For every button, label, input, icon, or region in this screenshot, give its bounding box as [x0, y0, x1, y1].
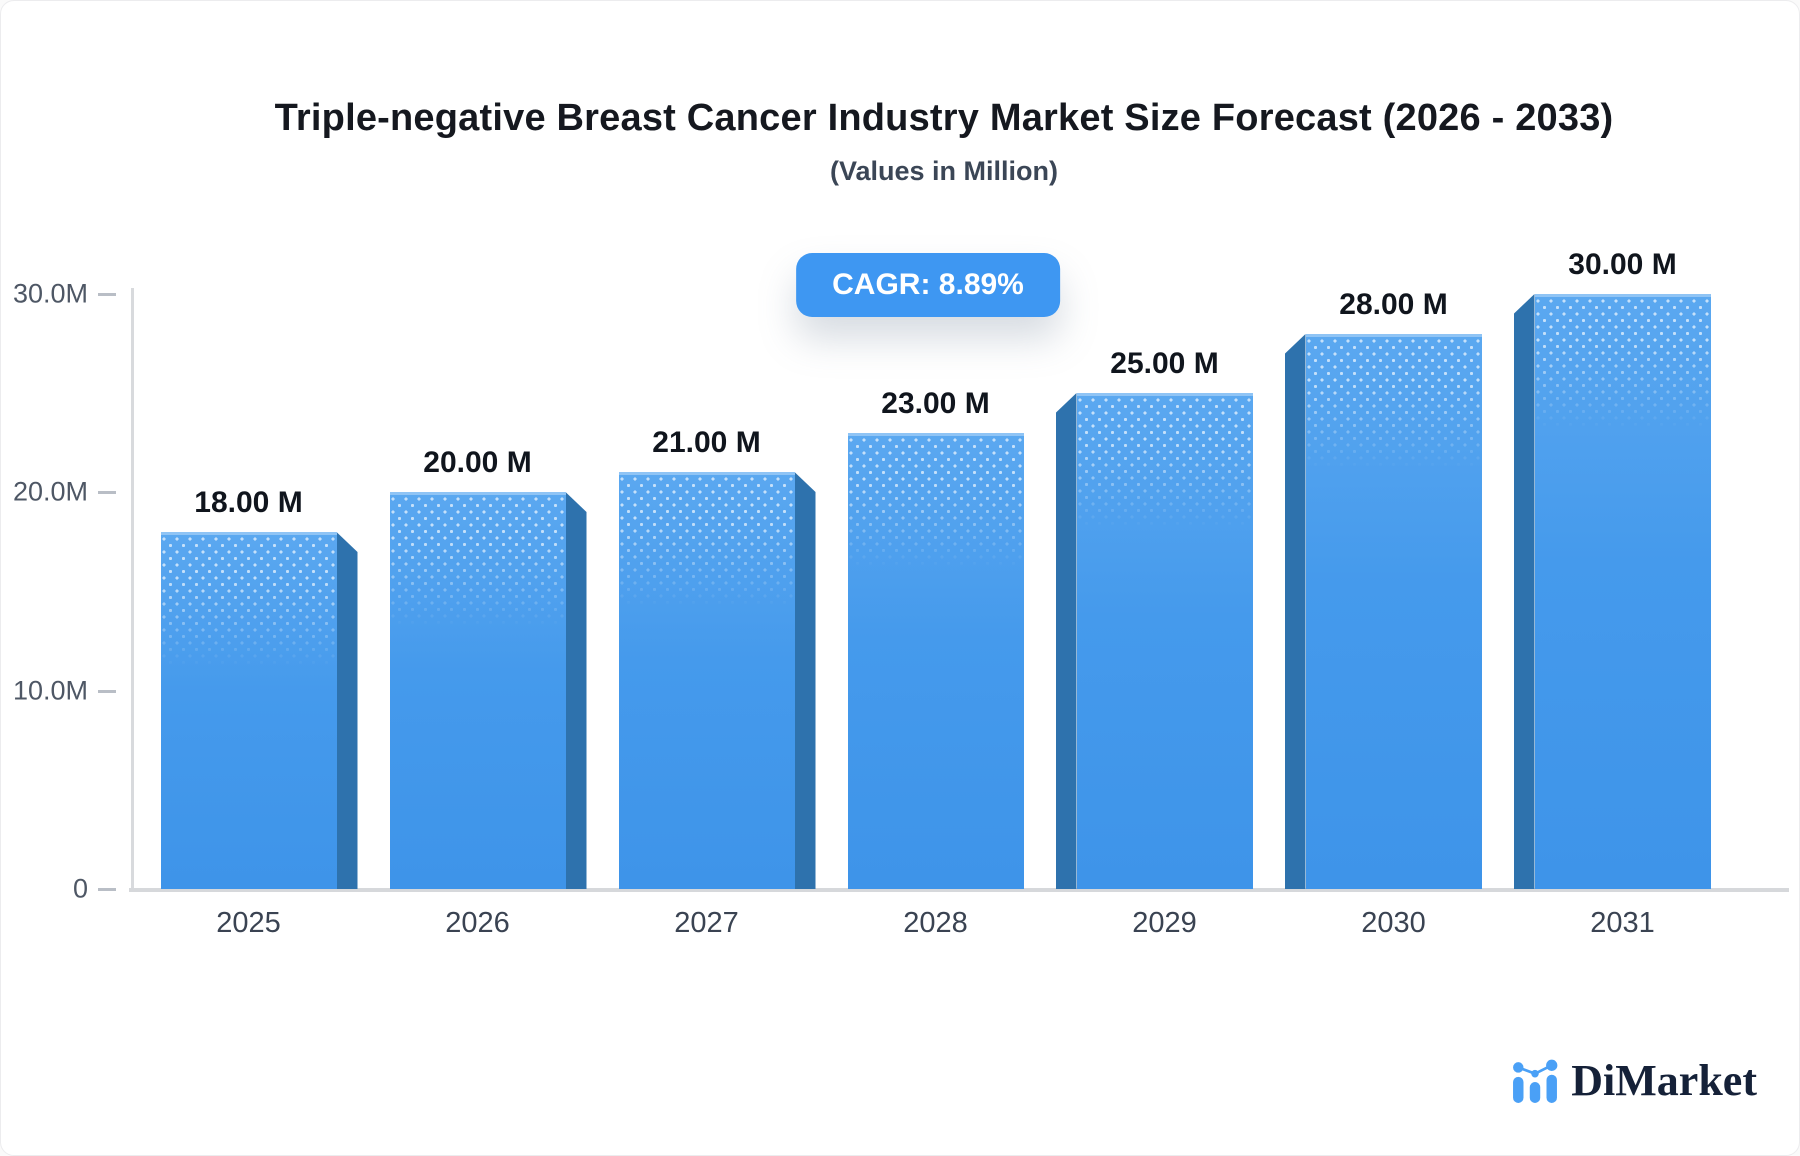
bar-column-2031: 30.00 M 2031: [1508, 248, 1737, 939]
bar-value-label: 28.00 M: [1339, 288, 1448, 321]
bar-value-label: 23.00 M: [881, 387, 990, 420]
y-tick-label: 20.0M: [12, 476, 88, 507]
bar-value-label: 30.00 M: [1568, 248, 1677, 281]
bar-2031[interactable]: 30.00 M: [1513, 248, 1711, 889]
bar-face: [618, 472, 795, 889]
bar-column-2026: 20.00 M 2026: [363, 294, 592, 939]
y-tick-label: 0: [72, 873, 88, 904]
x-tick-label: 2031: [1590, 907, 1655, 939]
y-axis-line: [131, 288, 134, 889]
bar-value-label: 25.00 M: [1110, 347, 1219, 380]
bar-column-2029: 25.00 M 2029: [1050, 294, 1279, 939]
bar-value-label: 21.00 M: [652, 426, 761, 459]
y-tick-mark: [98, 293, 116, 296]
bar-value-label: 18.00 M: [194, 486, 303, 519]
y-tick-mark: [98, 491, 116, 495]
bar-side-face: [1284, 334, 1306, 889]
bar-side-face: [565, 492, 587, 889]
bar-face: [1534, 294, 1711, 889]
bar-2025[interactable]: 18.00 M: [160, 486, 358, 889]
bar-side-face: [794, 472, 816, 889]
page-title: Triple-negative Breast Cancer Industry M…: [274, 97, 1614, 139]
x-tick-label: 2028: [903, 907, 968, 939]
bar-2027[interactable]: 21.00 M: [618, 426, 816, 889]
bar-face: [1076, 393, 1253, 889]
bar-value-label: 20.00 M: [423, 446, 532, 479]
brand-logo[interactable]: DiMarket: [1512, 1059, 1757, 1103]
bar-face: [160, 532, 337, 889]
bar-side-face: [336, 532, 358, 889]
plot-area: 0 10.0M 20.0M 30.0M 18.00 M 2025 20.00 M 2026 21…: [13, 248, 1789, 939]
x-tick-label: 2029: [1132, 907, 1197, 939]
cagr-badge: CAGR: 8.89%: [796, 253, 1060, 317]
x-tick-label: 2027: [674, 907, 739, 939]
y-tick-mark: [98, 689, 116, 693]
bar-side-face: [1513, 294, 1535, 889]
bar-column-2027: 21.00 M 2027: [592, 294, 821, 939]
bar-face: [1305, 334, 1482, 889]
bar-face: [389, 492, 566, 889]
brand-chart-icon: [1513, 1059, 1558, 1103]
bar-2030[interactable]: 28.00 M: [1284, 288, 1482, 889]
bar-side-face: [1055, 393, 1077, 889]
bar-column-2025: 18.00 M 2025: [134, 294, 363, 939]
brand-name: DiMarket: [1571, 1056, 1757, 1105]
y-tick-label: 30.0M: [12, 278, 88, 309]
chart-header: Triple-negative Breast Cancer Industry M…: [1, 1, 1799, 187]
y-tick-label: 10.0M: [12, 675, 88, 706]
bar-2028[interactable]: 23.00 M: [847, 387, 1024, 889]
x-tick-label: 2030: [1361, 907, 1426, 939]
bar-2029[interactable]: 25.00 M: [1055, 347, 1253, 889]
bar-face: [847, 433, 1024, 889]
page-subtitle: (Values in Million): [829, 156, 1059, 186]
x-axis-line: [129, 888, 1789, 892]
y-tick-mark: [98, 888, 116, 891]
bar-column-2030: 28.00 M 2030: [1279, 288, 1508, 939]
bar-column-2028: 23.00 M 2028: [821, 294, 1050, 939]
x-tick-label: 2026: [445, 907, 510, 939]
bar-2026[interactable]: 20.00 M: [389, 446, 587, 889]
x-tick-label: 2025: [216, 907, 281, 939]
